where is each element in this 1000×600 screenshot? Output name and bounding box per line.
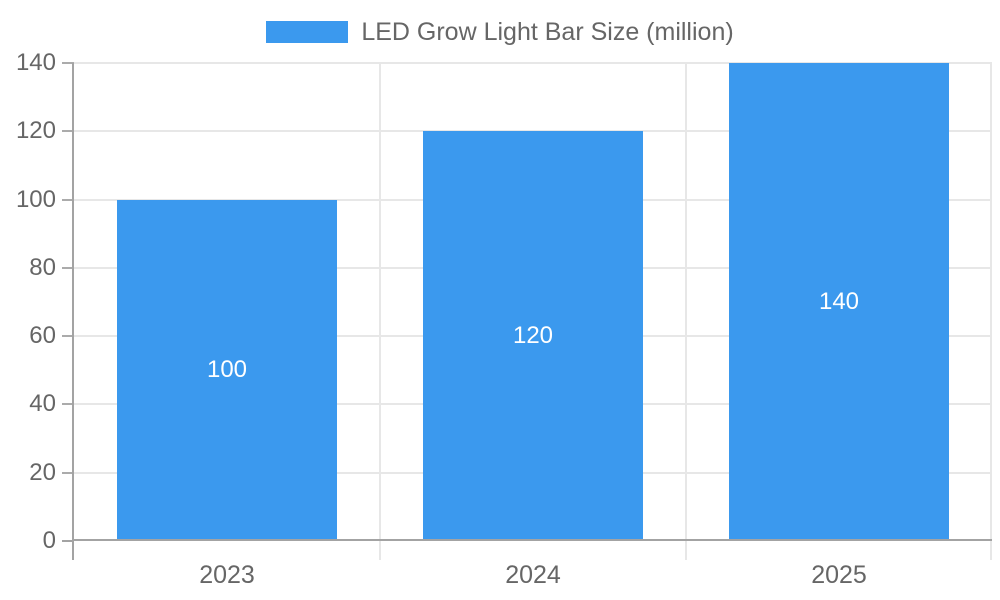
y-tick-label-0: 0: [42, 527, 56, 554]
x-tick-label-2023: 2023: [199, 561, 255, 589]
y-tick-label-60: 60: [29, 322, 56, 350]
y-tick-label-140: 140: [15, 49, 56, 76]
y-axis-line: [72, 63, 74, 560]
y-tick-label-40: 40: [29, 390, 56, 418]
y-tick-mark-40: [62, 403, 74, 406]
legend-swatch[interactable]: [266, 21, 349, 43]
bar-2024[interactable]: [423, 131, 643, 539]
bar-2023[interactable]: [117, 199, 337, 539]
legend-label[interactable]: LED Grow Light Bar Size (million): [361, 18, 734, 46]
y-tick-mark-80: [62, 266, 74, 269]
x-tick-label-2024: 2024: [505, 561, 561, 589]
y-tick-mark-140: [62, 62, 74, 64]
x-axis-line: [74, 539, 992, 541]
y-tick-label-120: 120: [15, 117, 56, 145]
y-tick-mark-0: [62, 540, 74, 542]
x-tick-label-2025: 2025: [811, 561, 867, 589]
gridline-x-2: [685, 63, 687, 560]
y-tick-mark-60: [62, 335, 74, 338]
bar-2025[interactable]: [729, 63, 949, 539]
bar-value-label-2024: 120: [512, 322, 554, 350]
gridline-y-140: [74, 62, 992, 64]
plot-right-border: [990, 63, 992, 560]
bar-value-label-2023: 100: [206, 356, 248, 384]
y-tick-label-80: 80: [29, 253, 56, 281]
legend[interactable]: LED Grow Light Bar Size (million): [0, 18, 1000, 46]
y-tick-label-20: 20: [29, 458, 56, 486]
gridline-x-1: [379, 63, 381, 560]
y-tick-mark-120: [62, 130, 74, 133]
y-tick-mark-20: [62, 471, 74, 474]
bar-value-label-2025: 140: [818, 288, 860, 315]
y-tick-label-100: 100: [15, 185, 56, 213]
y-tick-mark-100: [62, 198, 74, 201]
